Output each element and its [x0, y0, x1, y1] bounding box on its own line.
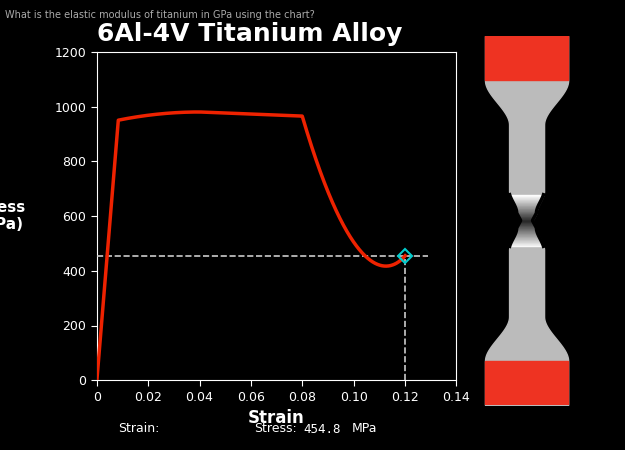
Text: Stress:: Stress: [254, 422, 297, 435]
Text: Strain:: Strain: [118, 422, 159, 435]
Text: 6Al-4V Titanium Alloy: 6Al-4V Titanium Alloy [97, 22, 402, 45]
Bar [485, 361, 568, 405]
Text: 0.1201: 0.1201 [169, 423, 214, 436]
Bar [485, 36, 568, 80]
Text: MPa: MPa [351, 422, 377, 435]
X-axis label: Strain: Strain [248, 409, 305, 427]
Text: What is the elastic modulus of titanium in GPa using the chart?: What is the elastic modulus of titanium … [5, 10, 315, 20]
Y-axis label: Stress
(MPa): Stress (MPa) [0, 200, 26, 232]
Text: 454.8: 454.8 [304, 423, 341, 436]
